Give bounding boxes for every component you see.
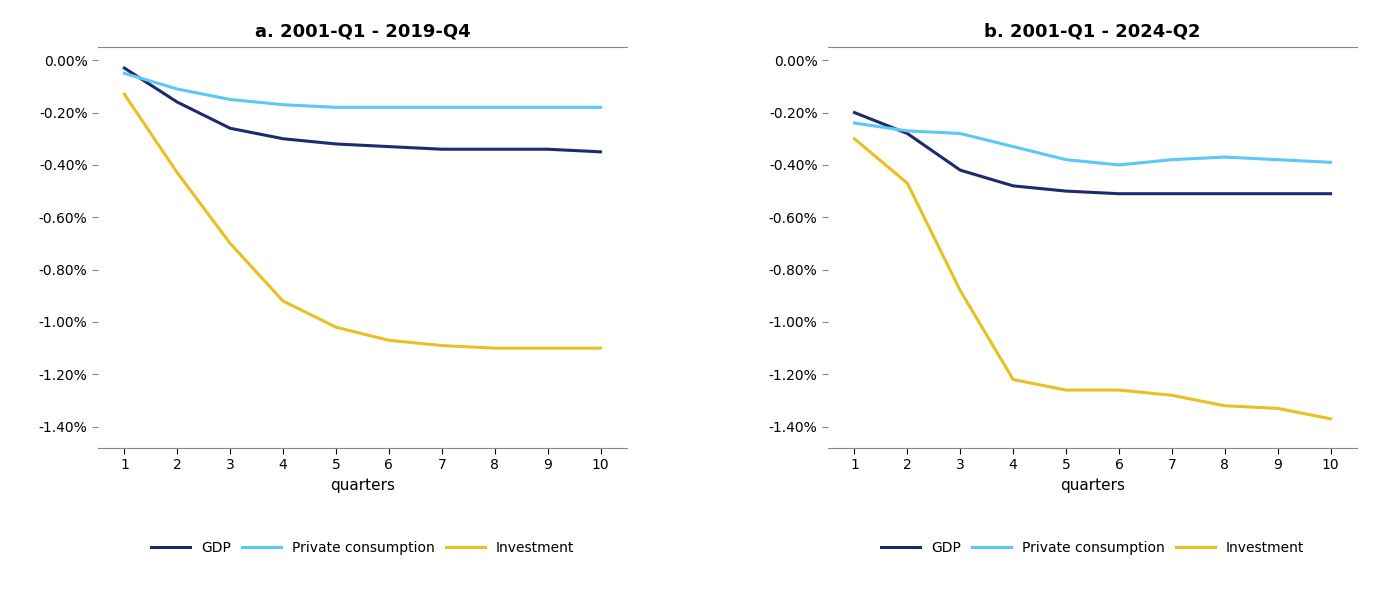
GDP — [222, 125, 239, 132]
Investment — [274, 297, 291, 305]
X-axis label: quarters: quarters — [330, 478, 395, 492]
GDP — [1164, 190, 1181, 197]
GDP — [951, 167, 968, 174]
Private consumption — [951, 130, 968, 137]
Investment — [592, 345, 609, 352]
GDP — [1269, 190, 1286, 197]
Investment — [1058, 386, 1074, 393]
Investment — [846, 135, 863, 143]
Line: Investment: Investment — [855, 139, 1330, 419]
GDP — [900, 130, 916, 137]
Private consumption — [274, 101, 291, 108]
Investment — [116, 91, 133, 98]
Investment — [539, 345, 555, 352]
Private consumption — [116, 70, 133, 77]
Investment — [1111, 386, 1128, 393]
Private consumption — [169, 85, 186, 92]
Investment — [487, 345, 504, 352]
Line: Investment: Investment — [125, 94, 600, 348]
Investment — [434, 342, 450, 349]
Investment — [951, 287, 968, 294]
GDP — [1058, 187, 1074, 194]
Investment — [1216, 402, 1233, 409]
Private consumption — [1058, 156, 1074, 163]
Private consumption — [327, 104, 344, 111]
GDP — [434, 145, 450, 153]
Private consumption — [1004, 143, 1021, 150]
GDP — [274, 135, 291, 143]
GDP — [381, 143, 397, 150]
Line: Private consumption: Private consumption — [125, 73, 600, 107]
Private consumption — [1111, 161, 1128, 168]
Legend: GDP, Private consumption, Investment: GDP, Private consumption, Investment — [876, 536, 1309, 561]
GDP — [327, 140, 344, 147]
GDP — [1111, 190, 1128, 197]
GDP — [116, 65, 133, 72]
Private consumption — [1216, 154, 1233, 161]
Private consumption — [487, 104, 504, 111]
Investment — [1004, 376, 1021, 383]
Investment — [327, 324, 344, 331]
X-axis label: quarters: quarters — [1060, 478, 1125, 492]
Private consumption — [846, 120, 863, 127]
GDP — [1004, 183, 1021, 190]
Investment — [1322, 415, 1339, 422]
Line: Private consumption: Private consumption — [855, 123, 1330, 165]
GDP — [846, 109, 863, 116]
Private consumption — [592, 104, 609, 111]
Line: GDP: GDP — [125, 68, 600, 152]
GDP — [487, 145, 504, 153]
Investment — [381, 337, 397, 344]
Investment — [222, 240, 239, 247]
Title: b. 2001-Q1 - 2024-Q2: b. 2001-Q1 - 2024-Q2 — [985, 22, 1200, 40]
GDP — [592, 148, 609, 155]
Private consumption — [434, 104, 450, 111]
Private consumption — [1322, 159, 1339, 166]
Private consumption — [539, 104, 555, 111]
Legend: GDP, Private consumption, Investment: GDP, Private consumption, Investment — [145, 536, 579, 561]
Private consumption — [381, 104, 397, 111]
Investment — [1269, 405, 1286, 412]
Title: a. 2001-Q1 - 2019-Q4: a. 2001-Q1 - 2019-Q4 — [255, 22, 470, 40]
Private consumption — [900, 127, 916, 134]
GDP — [169, 98, 186, 105]
Investment — [1164, 392, 1181, 399]
Investment — [169, 169, 186, 176]
Private consumption — [222, 96, 239, 103]
GDP — [1322, 190, 1339, 197]
Private consumption — [1164, 156, 1181, 163]
GDP — [539, 145, 555, 153]
Line: GDP: GDP — [855, 112, 1330, 194]
Investment — [900, 180, 916, 187]
GDP — [1216, 190, 1233, 197]
Private consumption — [1269, 156, 1286, 163]
